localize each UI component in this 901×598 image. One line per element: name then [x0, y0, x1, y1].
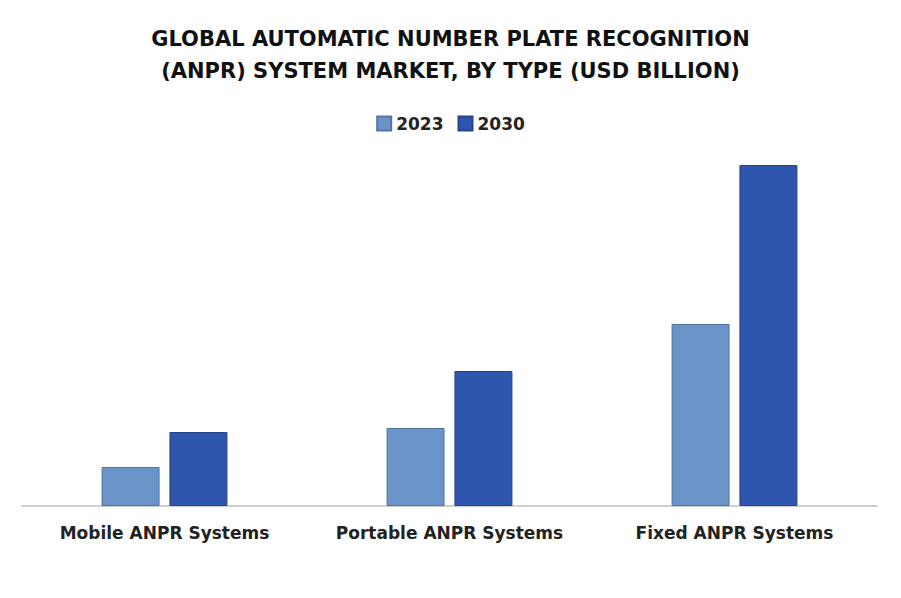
svg-text:GLOBAL AUTOMATIC NUMBER PLATE: GLOBAL AUTOMATIC NUMBER PLATE RECOGNITIO…: [151, 27, 750, 51]
svg-text:Fixed ANPR Systems: Fixed ANPR Systems: [636, 523, 834, 543]
svg-text:Mobile ANPR Systems: Mobile ANPR Systems: [60, 523, 270, 543]
svg-text:2023: 2023: [396, 114, 443, 134]
svg-text:Portable ANPR Systems: Portable ANPR Systems: [336, 523, 563, 543]
svg-text:2030: 2030: [478, 114, 525, 134]
svg-text:(ANPR) SYSTEM MARKET, BY TYPE: (ANPR) SYSTEM MARKET, BY TYPE (USD BILLI…: [161, 59, 740, 83]
